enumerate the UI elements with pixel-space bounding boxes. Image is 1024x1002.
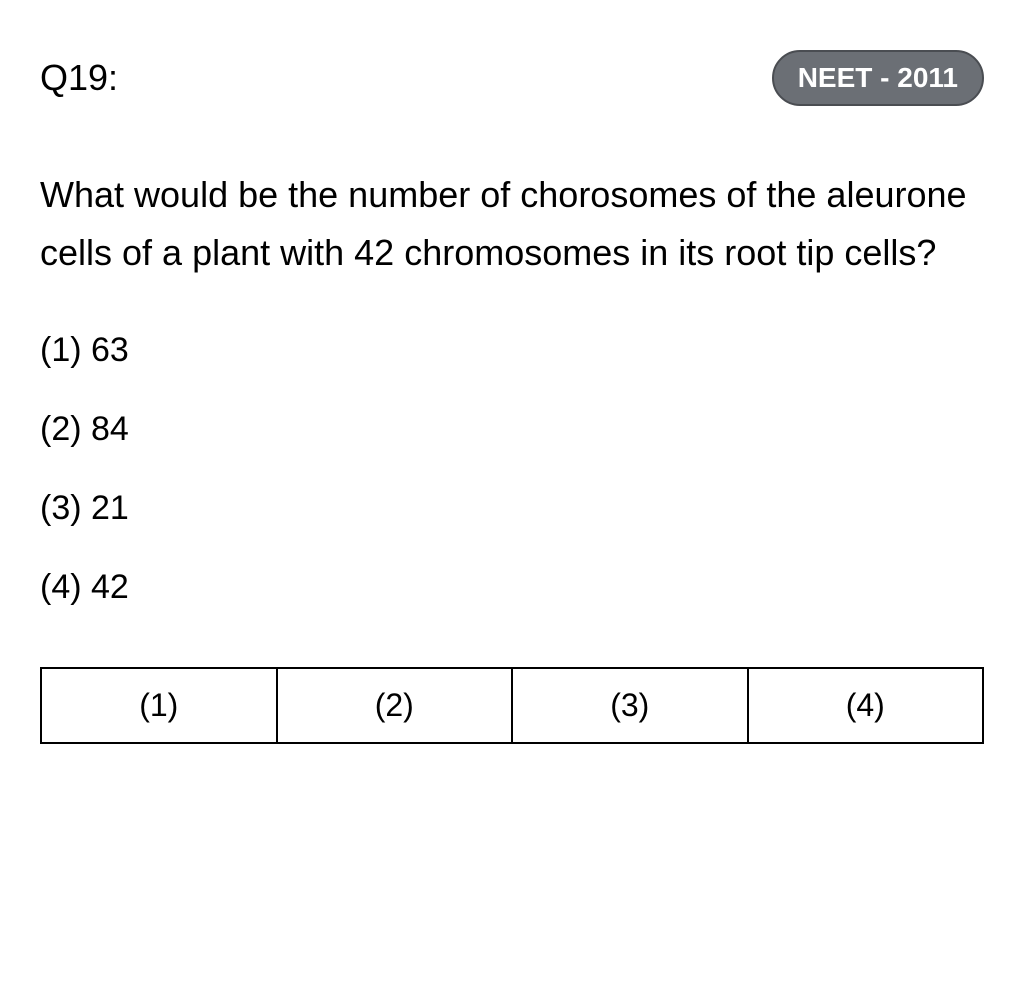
option-3-label: (3) xyxy=(40,489,82,527)
question-number: Q19: xyxy=(40,57,118,99)
answer-cell-2[interactable]: (2) xyxy=(278,669,514,742)
question-text: What would be the number of chorosomes o… xyxy=(40,166,984,281)
option-2[interactable]: (2) 84 xyxy=(40,410,984,449)
option-1-label: (1) xyxy=(40,331,82,369)
option-4-label: (4) xyxy=(40,568,82,606)
answer-cell-4[interactable]: (4) xyxy=(749,669,983,742)
exam-badge: NEET - 2011 xyxy=(772,50,984,106)
option-3-value: 21 xyxy=(91,489,129,527)
option-4-value: 42 xyxy=(91,568,129,606)
option-1-value: 63 xyxy=(91,331,129,369)
option-2-label: (2) xyxy=(40,410,82,448)
option-1[interactable]: (1) 63 xyxy=(40,331,984,370)
options-list: (1) 63 (2) 84 (3) 21 (4) 42 xyxy=(40,331,984,607)
option-2-value: 84 xyxy=(91,410,129,448)
question-header: Q19: NEET - 2011 xyxy=(40,50,984,106)
answer-cell-3[interactable]: (3) xyxy=(513,669,749,742)
answer-table: (1) (2) (3) (4) xyxy=(40,667,984,744)
answer-cell-1[interactable]: (1) xyxy=(42,669,278,742)
option-3[interactable]: (3) 21 xyxy=(40,489,984,528)
option-4[interactable]: (4) 42 xyxy=(40,568,984,607)
